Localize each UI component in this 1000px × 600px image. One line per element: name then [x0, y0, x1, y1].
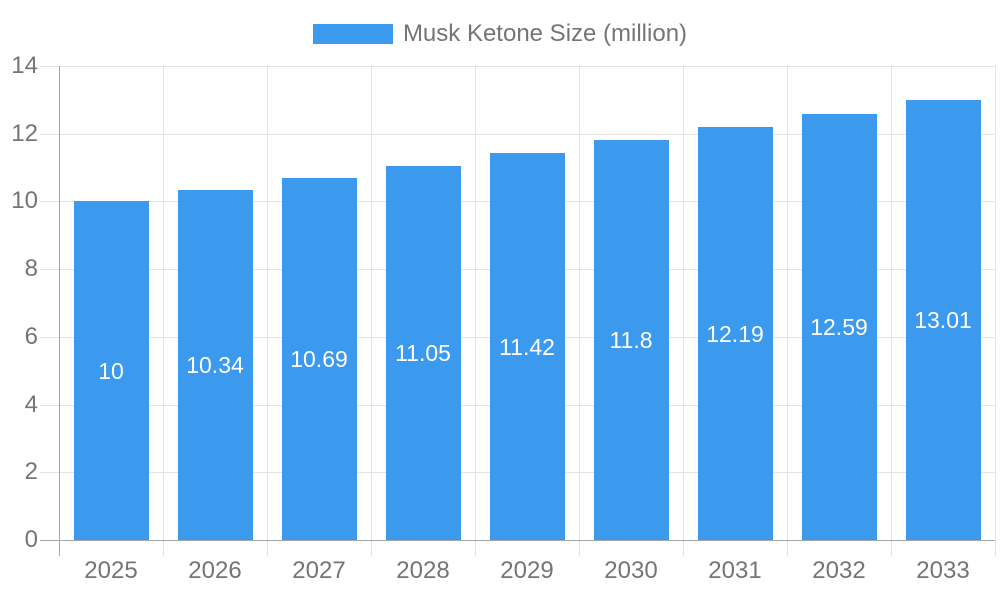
legend-swatch-icon: [312, 24, 393, 44]
gridline-vertical: [787, 66, 788, 556]
bar-value-label: 11.8: [609, 327, 653, 354]
bar-value-label: 10: [98, 357, 124, 384]
bar[interactable]: [385, 165, 461, 540]
x-axis-label: 2027: [292, 557, 346, 584]
y-axis-label: 14: [11, 52, 38, 79]
bar[interactable]: [73, 201, 149, 540]
bar-value-label: 11.05: [395, 339, 451, 366]
y-axis-label: 12: [11, 119, 38, 147]
bar[interactable]: [801, 113, 877, 540]
bar-value-label: 13.01: [914, 306, 972, 333]
bar[interactable]: [593, 140, 669, 540]
gridline-vertical: [163, 66, 164, 556]
bar-value-label: 11.42: [499, 333, 555, 360]
x-axis-label: 2032: [812, 557, 866, 584]
x-axis-label: 2030: [604, 557, 658, 584]
x-axis-label: 2029: [500, 557, 554, 584]
chart-legend[interactable]: Musk Ketone Size (million): [0, 20, 1000, 48]
x-axis-label: 2033: [916, 557, 970, 584]
y-axis-label: 8: [24, 255, 38, 283]
x-axis-label: 2031: [708, 557, 762, 584]
gridline-vertical: [683, 66, 684, 556]
bar[interactable]: [697, 127, 773, 540]
y-axis-label: 4: [24, 390, 38, 418]
bar-value-label: 10.34: [186, 351, 244, 378]
bar[interactable]: [177, 189, 253, 540]
bar[interactable]: [489, 153, 565, 540]
bar[interactable]: [905, 99, 981, 540]
y-axis-label: 0: [24, 526, 38, 553]
bar[interactable]: [281, 178, 357, 540]
gridline-vertical: [371, 66, 372, 556]
gridline-vertical: [891, 66, 892, 556]
bar-value-label: 10.69: [290, 346, 348, 373]
gridline-vertical: [579, 66, 580, 556]
y-axis-label: 10: [11, 187, 38, 215]
gridline-horizontal: [40, 66, 995, 67]
bar-value-label: 12.19: [706, 320, 764, 347]
bar-value-label: 12.59: [810, 313, 868, 340]
x-axis-label: 2025: [84, 557, 138, 584]
gridline-vertical: [475, 66, 476, 556]
legend-label: Musk Ketone Size (million): [402, 20, 688, 47]
x-axis-label: 2026: [188, 557, 242, 584]
gridline-vertical: [995, 66, 996, 556]
y-axis-label: 6: [24, 322, 38, 350]
y-axis-line: [59, 66, 60, 556]
y-axis-label: 2: [24, 458, 38, 486]
gridline-horizontal: [40, 133, 995, 135]
x-axis-label: 2028: [396, 557, 450, 584]
gridline-vertical: [267, 66, 268, 556]
x-axis-line: [40, 540, 995, 541]
